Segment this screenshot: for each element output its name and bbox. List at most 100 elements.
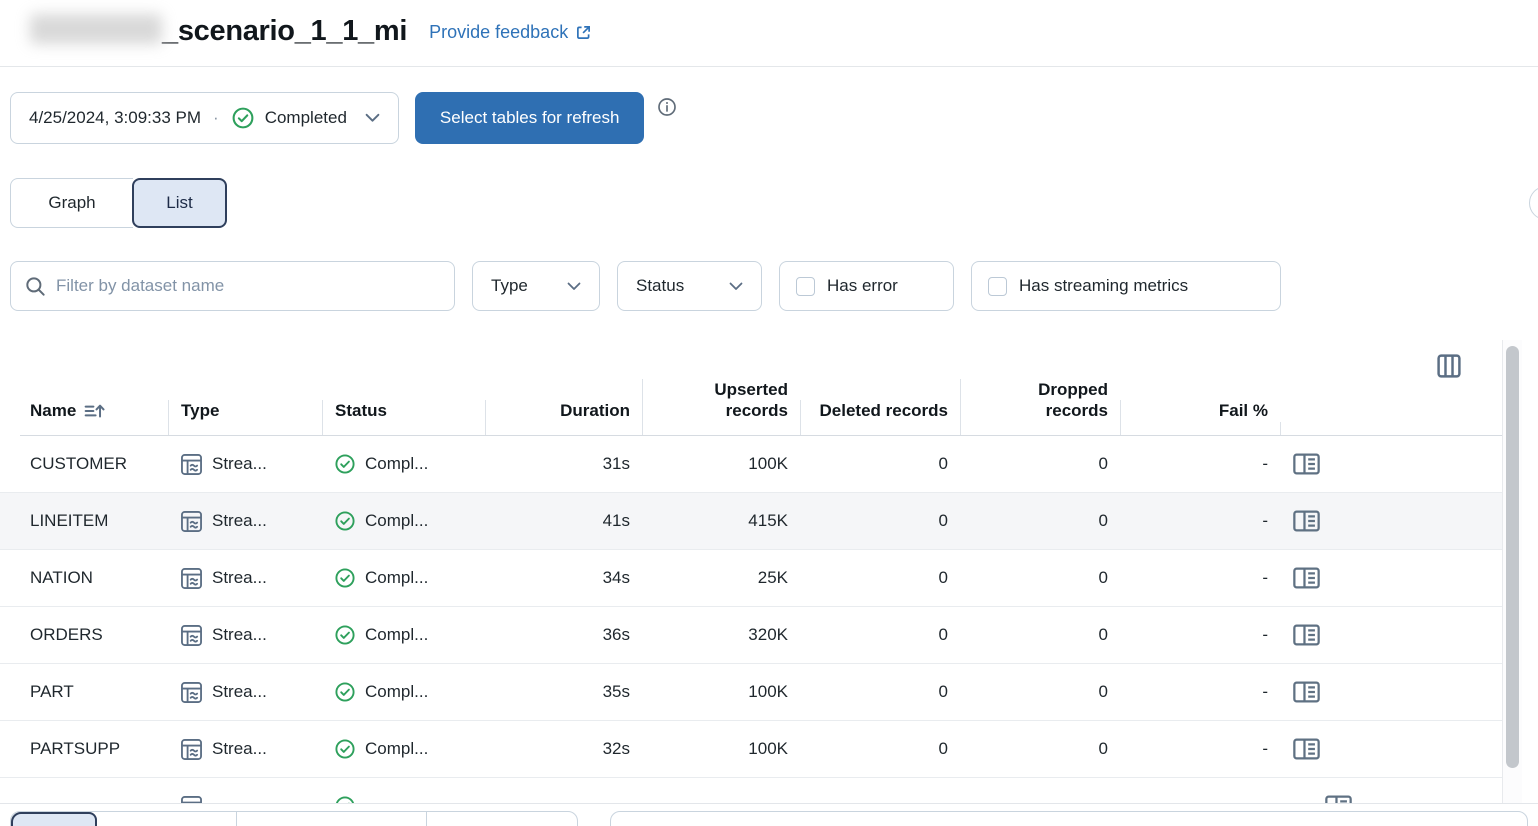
- table-row-partial[interactable]: [0, 778, 1502, 803]
- cell-type: Strea...: [168, 624, 322, 647]
- collapsed-edge-button[interactable]: [1529, 186, 1538, 220]
- cell-status: Compl...: [322, 738, 485, 760]
- cell-dropped-records: 0: [1098, 454, 1108, 473]
- column-settings-icon[interactable]: [1436, 353, 1462, 379]
- column-header-deleted-records[interactable]: Deleted records: [800, 400, 960, 436]
- column-header-status[interactable]: Status: [322, 400, 485, 436]
- cell-fail-pct: -: [1262, 625, 1268, 644]
- sort-ascending-icon: [84, 402, 105, 420]
- bottom-tab-divider: [426, 812, 427, 826]
- page-title: _scenario_1_1_mi: [162, 14, 408, 47]
- streaming-table-icon: [180, 453, 203, 476]
- table-row[interactable]: CUSTOMER Strea...: [0, 436, 1502, 493]
- open-row-panel-button[interactable]: [1280, 738, 1502, 760]
- open-row-panel-button[interactable]: [1280, 510, 1502, 532]
- column-header-name[interactable]: Name: [30, 400, 168, 436]
- tab-list[interactable]: List: [132, 178, 227, 228]
- type-filter-label: Type: [491, 276, 528, 295]
- streaming-table-icon: [180, 795, 203, 803]
- table-body: CUSTOMER Strea...: [0, 436, 1502, 778]
- type-label: Strea...: [212, 568, 267, 587]
- cell-dropped-records: 0: [1098, 682, 1108, 701]
- dot-separator: ·: [213, 108, 219, 127]
- scrollbar-thumb[interactable]: [1506, 346, 1519, 768]
- status-filter-dropdown[interactable]: Status: [617, 261, 762, 311]
- select-tables-for-refresh-button[interactable]: Select tables for refresh: [414, 92, 645, 144]
- status-label: Compl...: [365, 454, 429, 473]
- run-status-label: Completed: [264, 108, 347, 127]
- table-row[interactable]: NATION Strea...: [0, 550, 1502, 607]
- open-row-panel-icon: [1293, 624, 1320, 646]
- has-error-filter[interactable]: Has error: [779, 261, 954, 311]
- column-header-upserted-records[interactable]: Upserted records: [642, 378, 800, 436]
- status-label: Compl...: [365, 739, 429, 758]
- dataset-search-input[interactable]: [56, 276, 440, 296]
- cell-type: Strea...: [168, 453, 322, 476]
- type-label: Strea...: [212, 739, 267, 758]
- cell-fail-pct: -: [1262, 568, 1268, 587]
- status-success-icon: [231, 106, 255, 130]
- cell-name: LINEITEM: [30, 511, 109, 530]
- table-row[interactable]: LINEITEM Strea...: [0, 493, 1502, 550]
- provide-feedback-link[interactable]: Provide feedback: [429, 22, 592, 43]
- type-label: Strea...: [212, 625, 267, 644]
- cell-duration: 35s: [602, 682, 630, 701]
- column-header-type[interactable]: Type: [168, 400, 322, 436]
- cell-fail-pct: -: [1262, 454, 1268, 473]
- cell-upserted-records: 25K: [757, 568, 788, 587]
- column-header-actions: [1280, 422, 1502, 436]
- tab-graph[interactable]: Graph: [10, 178, 133, 228]
- cell-fail-pct: -: [1262, 682, 1268, 701]
- has-error-checkbox[interactable]: [796, 276, 815, 296]
- open-row-panel-icon: [1293, 510, 1320, 532]
- column-header-duration[interactable]: Duration: [485, 400, 642, 436]
- open-row-panel-button[interactable]: [1280, 567, 1502, 589]
- cell-type: Strea...: [168, 738, 322, 761]
- info-icon[interactable]: [657, 97, 677, 117]
- column-header-fail-pct[interactable]: Fail %: [1120, 400, 1280, 436]
- table-row[interactable]: PARTSUPP Strea...: [0, 721, 1502, 778]
- column-header-name-label: Name: [30, 401, 77, 421]
- view-switcher: Graph List: [10, 178, 227, 228]
- cell-status: Compl...: [322, 567, 485, 589]
- table-row[interactable]: PART Strea...: [0, 664, 1502, 721]
- streaming-table-icon: [180, 567, 203, 590]
- cell-upserted-records: 415K: [748, 511, 788, 530]
- run-selector-dropdown[interactable]: 4/25/2024, 3:09:33 PM · Completed: [10, 92, 399, 144]
- open-row-panel-button[interactable]: [1280, 681, 1502, 703]
- cell-upserted-records: 320K: [748, 625, 788, 644]
- run-timestamp: 4/25/2024, 3:09:33 PM: [29, 108, 202, 127]
- bottom-tab-group[interactable]: [10, 811, 578, 826]
- cell-dropped-records: 0: [1098, 568, 1108, 587]
- bottom-tab-active[interactable]: [11, 812, 97, 826]
- status-success-icon: [334, 624, 356, 646]
- cell-type: Strea...: [168, 681, 322, 704]
- run-bar: 4/25/2024, 3:09:33 PM · Completed Select…: [10, 92, 677, 144]
- chevron-down-icon: [365, 113, 380, 123]
- cell-upserted-records: 100K: [748, 454, 788, 473]
- cell-deleted-records: 0: [938, 511, 948, 530]
- search-icon: [25, 276, 46, 297]
- has-streaming-metrics-filter[interactable]: Has streaming metrics: [971, 261, 1281, 311]
- table-row[interactable]: ORDERS Strea...: [0, 607, 1502, 664]
- open-row-panel-button[interactable]: [1280, 624, 1502, 646]
- status-success-icon: [334, 795, 356, 803]
- has-streaming-metrics-checkbox[interactable]: [988, 276, 1007, 296]
- datasets-table: Name Type Status Duration Upserted recor…: [0, 340, 1502, 803]
- open-row-panel-button[interactable]: [1280, 453, 1502, 475]
- type-filter-dropdown[interactable]: Type: [472, 261, 600, 311]
- cell-type: Strea...: [168, 510, 322, 533]
- cell-deleted-records: 0: [938, 454, 948, 473]
- vertical-scrollbar[interactable]: [1502, 340, 1522, 826]
- type-label: Strea...: [212, 682, 267, 701]
- cell-status: Compl...: [322, 453, 485, 475]
- bottom-panel-box[interactable]: [610, 811, 1528, 826]
- cell-type: Strea...: [168, 567, 322, 590]
- cell-name: CUSTOMER: [30, 454, 127, 473]
- status-label: Compl...: [365, 511, 429, 530]
- cell-name: PART: [30, 682, 74, 701]
- cell-fail-pct: -: [1262, 739, 1268, 758]
- open-row-panel-icon: [1293, 738, 1320, 760]
- column-header-dropped-records[interactable]: Dropped records: [960, 378, 1120, 436]
